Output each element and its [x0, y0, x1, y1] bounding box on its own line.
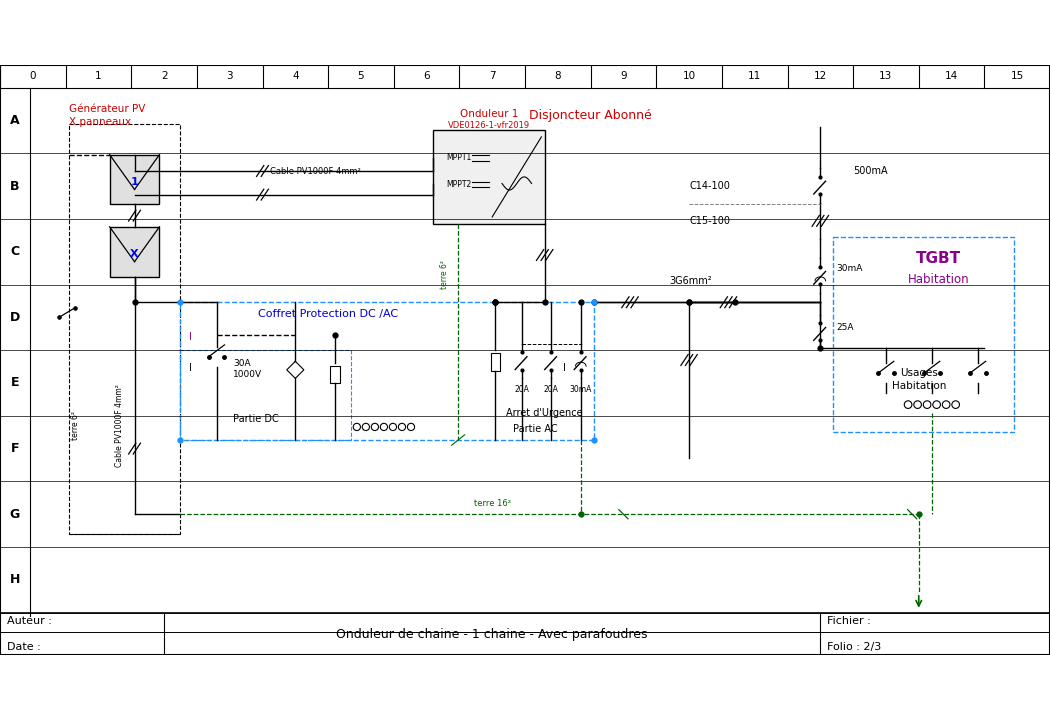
Text: E: E	[10, 377, 19, 390]
Text: Fichier :: Fichier :	[827, 616, 870, 626]
Text: 1: 1	[130, 177, 139, 187]
Text: 20A: 20A	[544, 385, 559, 394]
Text: 15: 15	[1010, 71, 1024, 81]
Text: TGBT: TGBT	[916, 251, 961, 266]
Text: 20A: 20A	[514, 385, 529, 394]
Text: I: I	[189, 363, 192, 373]
Text: 1000V: 1000V	[233, 370, 262, 379]
Text: B: B	[10, 179, 20, 192]
Bar	[109, 155, 160, 204]
Text: Auteur :: Auteur :	[6, 616, 51, 626]
Text: Onduleur de chaine - 1 chaine - Avec parafoudres: Onduleur de chaine - 1 chaine - Avec par…	[336, 628, 648, 641]
Text: C: C	[10, 246, 19, 258]
Text: 0: 0	[29, 71, 36, 81]
Text: Folio : 2/3: Folio : 2/3	[827, 642, 881, 652]
Text: 30mA: 30mA	[569, 385, 592, 394]
Text: Générateur PV
X panneaux: Générateur PV X panneaux	[69, 104, 145, 127]
Text: D: D	[9, 311, 20, 324]
Text: 2: 2	[161, 71, 167, 81]
Bar	[181, 350, 351, 440]
Text: 10: 10	[682, 71, 695, 81]
Text: C15-100: C15-100	[689, 216, 730, 226]
Bar	[330, 366, 339, 383]
Text: X: X	[130, 249, 139, 259]
Text: Usages
Habitation: Usages Habitation	[891, 368, 946, 391]
Text: VDE0126-1-vfr2019: VDE0126-1-vfr2019	[448, 120, 530, 130]
Text: C14-100: C14-100	[689, 181, 730, 191]
Text: 5: 5	[358, 71, 364, 81]
Text: G: G	[9, 508, 20, 521]
Text: Partie AC: Partie AC	[512, 424, 558, 434]
Text: 25A: 25A	[837, 323, 855, 332]
Text: Onduleur 1: Onduleur 1	[460, 109, 518, 119]
Text: 500mA: 500mA	[853, 166, 887, 176]
Bar	[490, 353, 501, 371]
Bar	[109, 227, 160, 276]
Text: I: I	[563, 363, 566, 373]
Text: 12: 12	[814, 71, 827, 81]
Text: 14: 14	[945, 71, 959, 81]
Text: 1: 1	[96, 71, 102, 81]
Text: 30mA: 30mA	[837, 264, 863, 273]
Text: Habitation: Habitation	[907, 274, 969, 287]
Text: A: A	[9, 114, 20, 127]
Text: Coffret Protection DC /AC: Coffret Protection DC /AC	[258, 309, 398, 319]
Text: Arret d'Urgence: Arret d'Urgence	[506, 408, 583, 418]
Text: I: I	[189, 332, 192, 342]
Bar	[433, 130, 545, 223]
Bar	[69, 124, 181, 534]
Text: 7: 7	[489, 71, 496, 81]
Text: 9: 9	[621, 71, 627, 81]
Bar	[181, 302, 594, 440]
Text: 4: 4	[292, 71, 298, 81]
Text: terre 16²: terre 16²	[474, 498, 510, 508]
Text: 6: 6	[423, 71, 429, 81]
Text: 30A: 30A	[233, 359, 251, 368]
Text: Partie DC: Partie DC	[233, 414, 279, 424]
Text: terre 6²: terre 6²	[71, 411, 80, 440]
Text: terre 6²: terre 6²	[440, 260, 449, 289]
Text: 3G6mm²: 3G6mm²	[670, 276, 712, 287]
Text: Cable PV1000F 4mm²: Cable PV1000F 4mm²	[270, 166, 360, 176]
Text: MPPT2: MPPT2	[446, 179, 471, 189]
Text: Date :: Date :	[6, 642, 40, 652]
Text: 8: 8	[554, 71, 561, 81]
Text: F: F	[10, 442, 19, 455]
Text: 11: 11	[748, 71, 761, 81]
Bar	[834, 237, 1014, 432]
Text: H: H	[9, 573, 20, 586]
Text: 13: 13	[879, 71, 892, 81]
Text: MPPT1: MPPT1	[446, 153, 471, 163]
Text: Cable PV1000F 4mm²: Cable PV1000F 4mm²	[114, 384, 124, 467]
Text: 3: 3	[227, 71, 233, 81]
Text: Disjoncteur Abonné: Disjoncteur Abonné	[529, 109, 652, 122]
